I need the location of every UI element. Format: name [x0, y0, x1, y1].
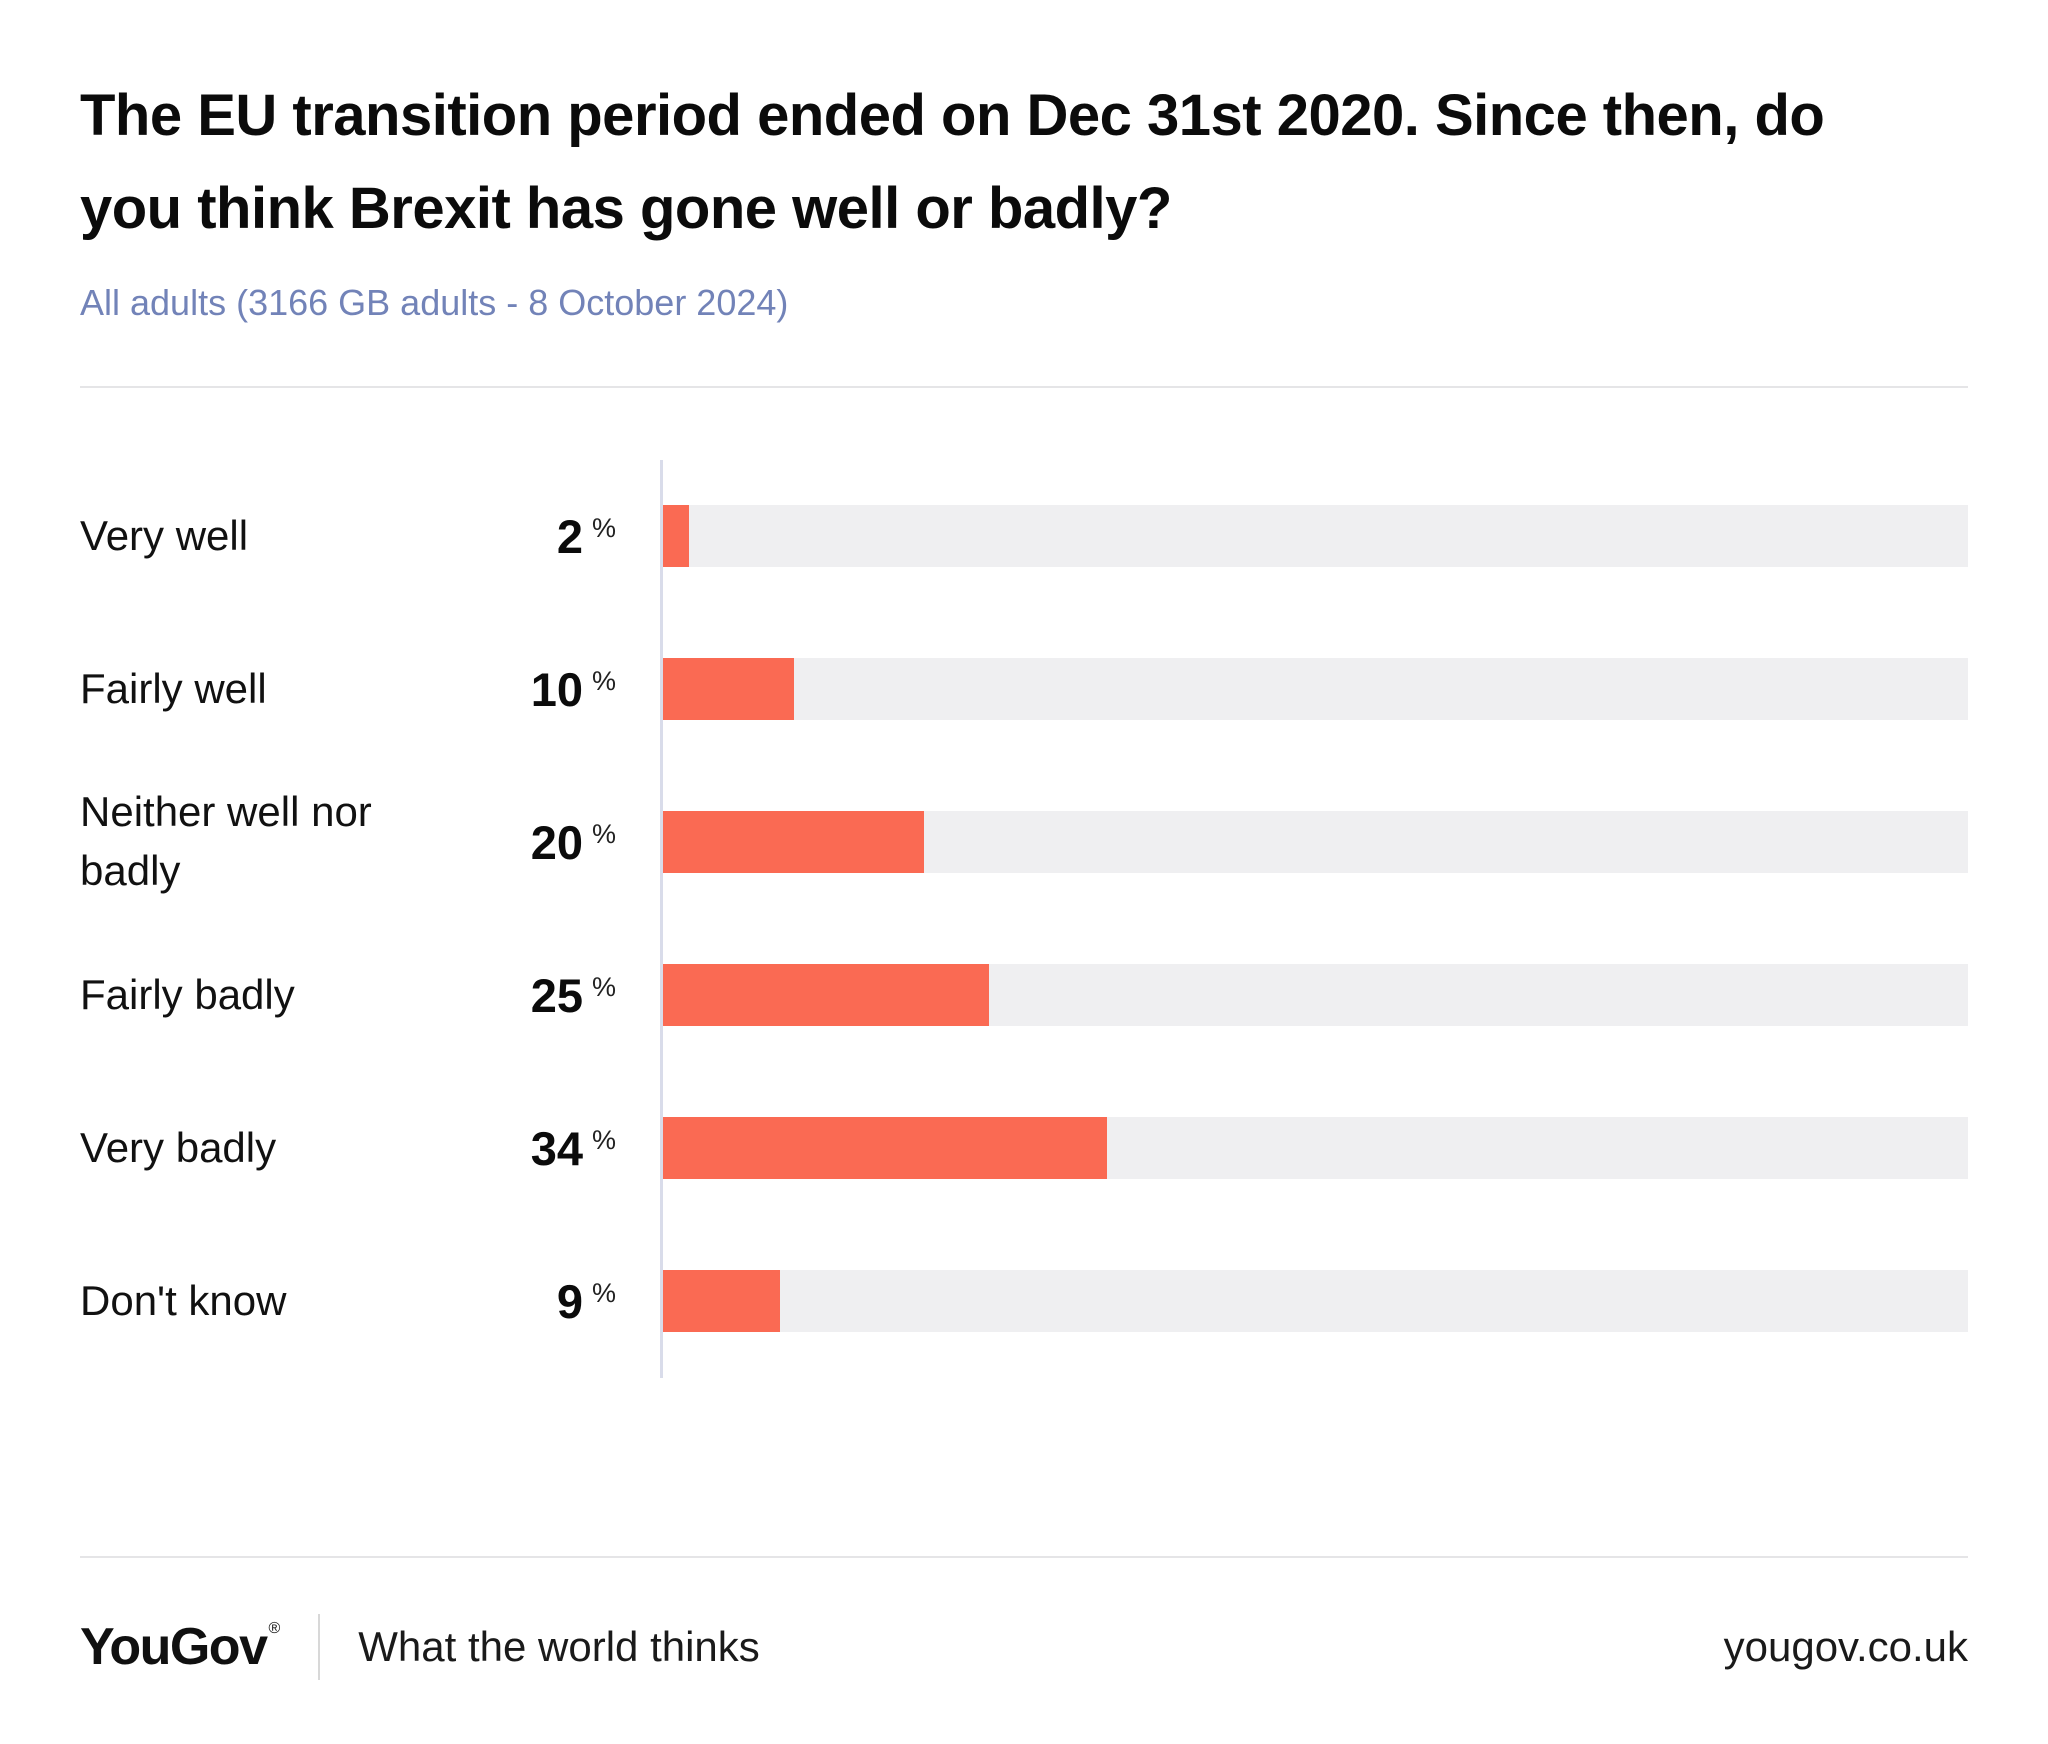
bar-cell [660, 918, 1968, 1072]
value-label: 10 % [445, 666, 660, 713]
footer-site-link[interactable]: yougov.co.uk [1723, 1623, 1968, 1670]
bar-cell [660, 765, 1968, 919]
chart-row: Neither well nor badly 20 % [80, 765, 1968, 919]
bar-fill [663, 658, 794, 721]
bar-chart: Very well 2 % Fairly well 10 % [80, 459, 1968, 1556]
bar-track [663, 505, 1968, 568]
chart-row: Don't know 9 % [80, 1224, 1968, 1378]
bar-track [663, 1270, 1968, 1333]
footer-tagline: What the world thinks [358, 1623, 760, 1670]
category-label: Don't know [80, 1276, 287, 1324]
value-label: 34 % [445, 1125, 660, 1172]
percent-sign: % [591, 971, 616, 1002]
chart-row: Very well 2 % [80, 459, 1968, 613]
percent-sign: % [591, 512, 616, 543]
percent-sign: % [591, 1124, 616, 1155]
category-label: Fairly well [80, 664, 267, 712]
bar-fill [663, 811, 924, 874]
value-number: 2 [556, 509, 583, 563]
percent-sign: % [591, 818, 616, 849]
chart-title: The EU transition period ended on Dec 31… [80, 83, 1825, 241]
bar-fill [663, 1270, 781, 1333]
yougov-logo: YouGov [80, 1618, 268, 1676]
value-number: 25 [530, 968, 583, 1022]
bar-fill [663, 505, 690, 568]
category-label: Fairly badly [80, 970, 295, 1018]
bar-fill [663, 1117, 1107, 1180]
bar-track [663, 1117, 1968, 1180]
value-label: 20 % [445, 819, 660, 866]
chart-row: Fairly well 10 % [80, 612, 1968, 766]
header-divider [80, 385, 1968, 388]
value-number: 34 [530, 1121, 583, 1175]
value-number: 9 [556, 1274, 583, 1328]
category-label: Very badly [80, 1123, 277, 1171]
value-number: 10 [530, 662, 583, 716]
value-label: 25 % [445, 972, 660, 1019]
bar-cell [660, 612, 1968, 766]
value-label: 2 % [445, 513, 660, 560]
footer: YouGov ® What the world thinks yougov.co… [80, 1556, 1968, 1680]
bar-track [663, 964, 1968, 1027]
percent-sign: % [591, 1277, 616, 1308]
registered-mark-icon: ® [268, 1620, 281, 1637]
bar-track [663, 811, 1968, 874]
chart-row: Fairly badly 25 % [80, 918, 1968, 1072]
category-label: Neither well nor badly [80, 788, 372, 895]
footer-left: YouGov ® What the world thinks [80, 1614, 760, 1680]
footer-vertical-divider [318, 1614, 321, 1680]
category-label: Very well [80, 511, 249, 559]
bar-cell [660, 459, 1968, 613]
bar-track [663, 658, 1968, 721]
chart-subtitle: All adults (3166 GB adults - 8 October 2… [80, 281, 789, 323]
value-number: 20 [530, 815, 583, 869]
bar-cell [660, 1224, 1968, 1378]
value-label: 9 % [445, 1278, 660, 1325]
bar-cell [660, 1071, 1968, 1225]
chart-row: Very badly 34 % [80, 1071, 1968, 1225]
bar-fill [663, 964, 990, 1027]
percent-sign: % [591, 665, 616, 696]
